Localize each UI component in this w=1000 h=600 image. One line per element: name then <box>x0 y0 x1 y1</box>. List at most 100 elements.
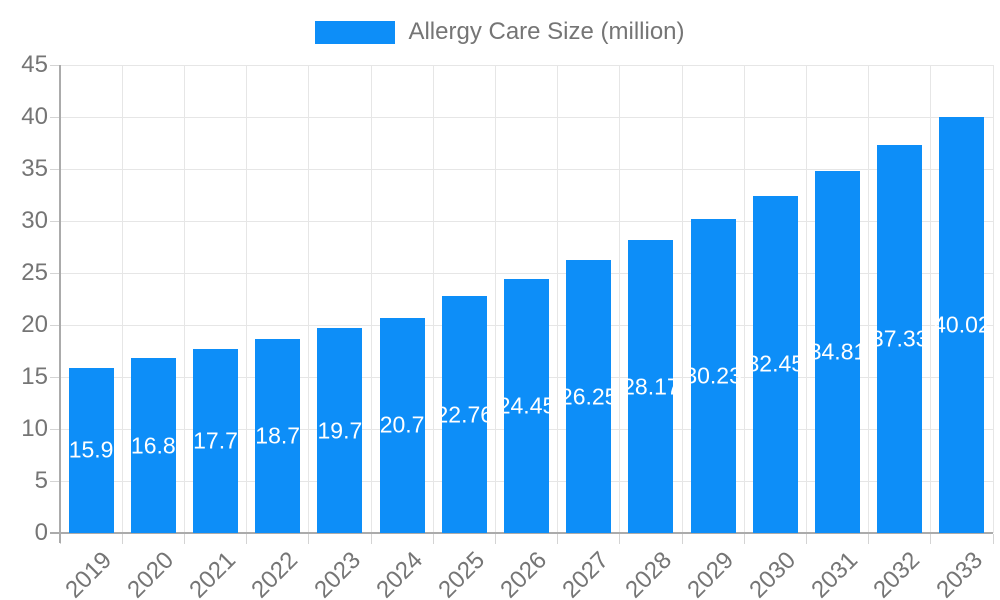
bar-value-label: 18.7 <box>255 422 301 449</box>
bar-value-label: 22.76 <box>435 401 494 428</box>
y-axis-tick <box>50 428 60 430</box>
gridline-horizontal <box>60 272 993 274</box>
x-axis-tick <box>992 534 994 544</box>
bar-value-label: 15.9 <box>68 436 114 463</box>
bar <box>877 144 923 533</box>
bar-value-label: 37.33 <box>870 325 929 352</box>
gridline-vertical <box>930 65 932 533</box>
x-axis-tick <box>121 534 123 544</box>
x-axis-tick <box>308 534 310 544</box>
bar <box>628 240 674 533</box>
gridline-horizontal <box>60 168 993 170</box>
y-axis-tick <box>50 64 60 66</box>
x-axis-tick <box>494 534 496 544</box>
x-axis-tick <box>681 534 683 544</box>
gridline-vertical <box>432 65 434 533</box>
bar-value-label: 16.8 <box>130 432 176 459</box>
x-axis-tick <box>432 534 434 544</box>
gridline-vertical <box>743 65 745 533</box>
y-axis-tick <box>50 324 60 326</box>
bar-value-label: 34.81 <box>808 338 867 365</box>
bar-value-label: 28.17 <box>622 373 680 400</box>
x-axis-tick <box>868 534 870 544</box>
bar-value-label: 40.02 <box>933 311 991 338</box>
y-axis-tick-label: 15 <box>21 363 48 390</box>
y-axis-tick-label: 5 <box>34 467 48 494</box>
y-axis-tick-label: 35 <box>21 155 48 182</box>
bar <box>379 317 425 533</box>
bar <box>504 278 549 533</box>
x-axis-tick-label: 2029 <box>681 546 739 600</box>
x-axis-line <box>50 532 993 534</box>
bar-value-label: 32.45 <box>746 350 805 377</box>
y-axis-tick-label: 40 <box>21 103 48 130</box>
chart-legend: Allergy Care Size (million) <box>0 18 1000 46</box>
x-axis-tick-label: 2027 <box>557 546 615 600</box>
y-axis-tick-label: 0 <box>34 519 48 546</box>
y-axis-tick <box>50 480 60 482</box>
y-axis-tick-label: 25 <box>21 259 48 286</box>
gridline-vertical <box>619 65 621 533</box>
gridline-vertical <box>370 65 372 533</box>
bar <box>566 260 612 533</box>
y-axis-tick <box>50 220 60 222</box>
y-axis-tick <box>50 116 60 118</box>
bar-value-label: 30.23 <box>684 362 742 389</box>
y-axis-tick-label: 20 <box>21 311 48 338</box>
x-axis-tick-label: 2024 <box>370 546 428 600</box>
gridline-vertical <box>121 65 123 533</box>
gridline-vertical <box>868 65 870 533</box>
legend-item[interactable]: Allergy Care Size (million) <box>315 18 685 46</box>
gridline-vertical <box>494 65 496 533</box>
bar <box>690 218 736 533</box>
y-axis-tick <box>50 168 60 170</box>
x-axis-tick-label: 2019 <box>59 546 117 600</box>
x-axis-tick-label: 2028 <box>619 546 677 600</box>
x-axis-tick <box>246 534 248 544</box>
y-axis-tick-label: 10 <box>21 415 48 442</box>
bar <box>815 170 860 533</box>
x-axis-tick <box>370 534 372 544</box>
y-axis-tick <box>50 376 60 378</box>
x-axis-tick <box>930 534 932 544</box>
bar <box>130 358 176 533</box>
gridline-horizontal <box>60 64 993 66</box>
x-axis-tick <box>619 534 621 544</box>
bar <box>752 195 798 533</box>
legend-label: Allergy Care Size (million) <box>408 18 685 45</box>
bar <box>255 338 301 533</box>
bar <box>441 296 487 533</box>
y-axis-line <box>59 65 61 543</box>
bar <box>939 116 985 533</box>
gridline-horizontal <box>60 116 993 118</box>
bar-value-label: 19.7 <box>317 417 363 444</box>
x-axis-tick-label: 2023 <box>308 546 366 600</box>
x-axis-tick-label: 2022 <box>246 546 304 600</box>
x-axis-tick <box>557 534 559 544</box>
x-axis-tick-label: 2025 <box>433 546 490 600</box>
legend-swatch-icon <box>315 20 396 44</box>
x-axis-tick-label: 2032 <box>868 546 926 600</box>
bar-value-label: 26.25 <box>559 383 618 409</box>
gridline-vertical <box>805 65 807 533</box>
y-axis-tick <box>50 272 60 274</box>
bar <box>193 348 238 533</box>
bar <box>68 367 114 533</box>
bar-value-label: 24.45 <box>497 392 556 419</box>
bar-value-label: 20.7 <box>379 411 425 438</box>
x-axis-tick-label: 2033 <box>930 546 988 600</box>
x-axis-tick-label: 2020 <box>122 546 179 600</box>
gridline-vertical <box>992 65 994 533</box>
y-axis-tick-label: 30 <box>21 207 48 234</box>
x-axis-tick-label: 2031 <box>806 546 864 600</box>
y-axis-tick-label: 45 <box>21 51 48 78</box>
x-axis-tick-label: 2030 <box>744 546 801 600</box>
gridline-vertical <box>557 65 559 533</box>
gridline-vertical <box>308 65 310 533</box>
x-axis-tick <box>183 534 185 544</box>
bar-value-label: 17.7 <box>193 427 238 454</box>
gridline-vertical <box>681 65 683 533</box>
x-axis-tick-label: 2026 <box>495 546 553 600</box>
x-axis-tick-label: 2021 <box>184 546 242 600</box>
